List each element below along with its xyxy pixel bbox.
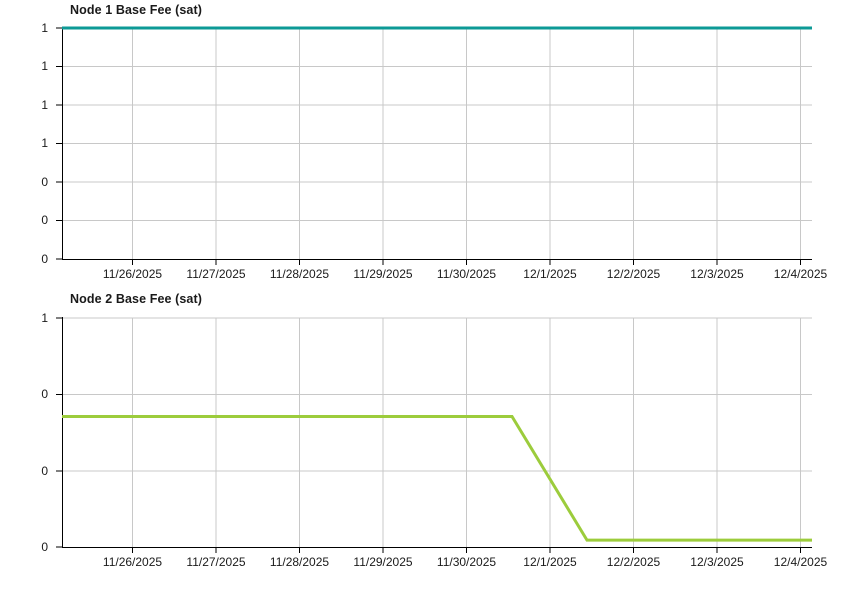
x-tick-label: 11/28/2025 [269,267,330,281]
chart-title-node-1: Node 1 Base Fee (sat) [70,3,203,17]
chart-panel-node-1: Node 1 Base Fee (sat) [0,0,860,290]
series-line-node-2 [62,415,812,542]
x-tick-label: 12/2/2025 [606,555,661,569]
plot-area-node-1 [56,26,812,265]
chart-title-node-2: Node 2 Base Fee (sat) [70,292,203,306]
x-tick-label: 11/27/2025 [186,267,246,281]
y-tick-label: 0 [41,540,48,554]
x-tick-label: 11/26/2025 [102,555,163,569]
y-tick-label: 1 [41,98,48,112]
y-tick-label: 0 [41,213,48,227]
chart-panel-node-2: Node 2 Base Fee (sat) [0,290,860,590]
y-tick-label: 1 [41,21,48,35]
x-tick-label: 11/30/2025 [436,555,497,569]
plot-area-node-2 [56,317,812,553]
x-tick-label: 11/29/2025 [353,267,413,281]
x-tick-label: 11/26/2025 [102,267,163,281]
x-tick-label: 12/1/2025 [523,267,577,281]
x-tick-label: 12/1/2025 [523,555,577,569]
x-tick-label: 12/3/2025 [690,267,744,281]
x-tick-label: 12/3/2025 [690,555,744,569]
y-tick-label: 1 [41,311,48,325]
x-tick-label: 11/27/2025 [186,555,246,569]
y-tick-label: 0 [41,252,48,266]
y-tick-label: 1 [41,59,48,73]
y-tick-label: 0 [41,464,48,478]
x-tick-label: 12/2/2025 [606,267,661,281]
x-tick-label: 11/28/2025 [269,555,330,569]
x-tick-label: 12/4/2025 [773,555,828,569]
y-tick-label: 0 [41,175,48,189]
x-tick-label: 12/4/2025 [773,267,828,281]
x-tick-label: 11/29/2025 [353,555,413,569]
y-tick-label: 1 [41,136,48,150]
x-tick-label: 11/30/2025 [436,267,497,281]
y-tick-label: 0 [41,387,48,401]
